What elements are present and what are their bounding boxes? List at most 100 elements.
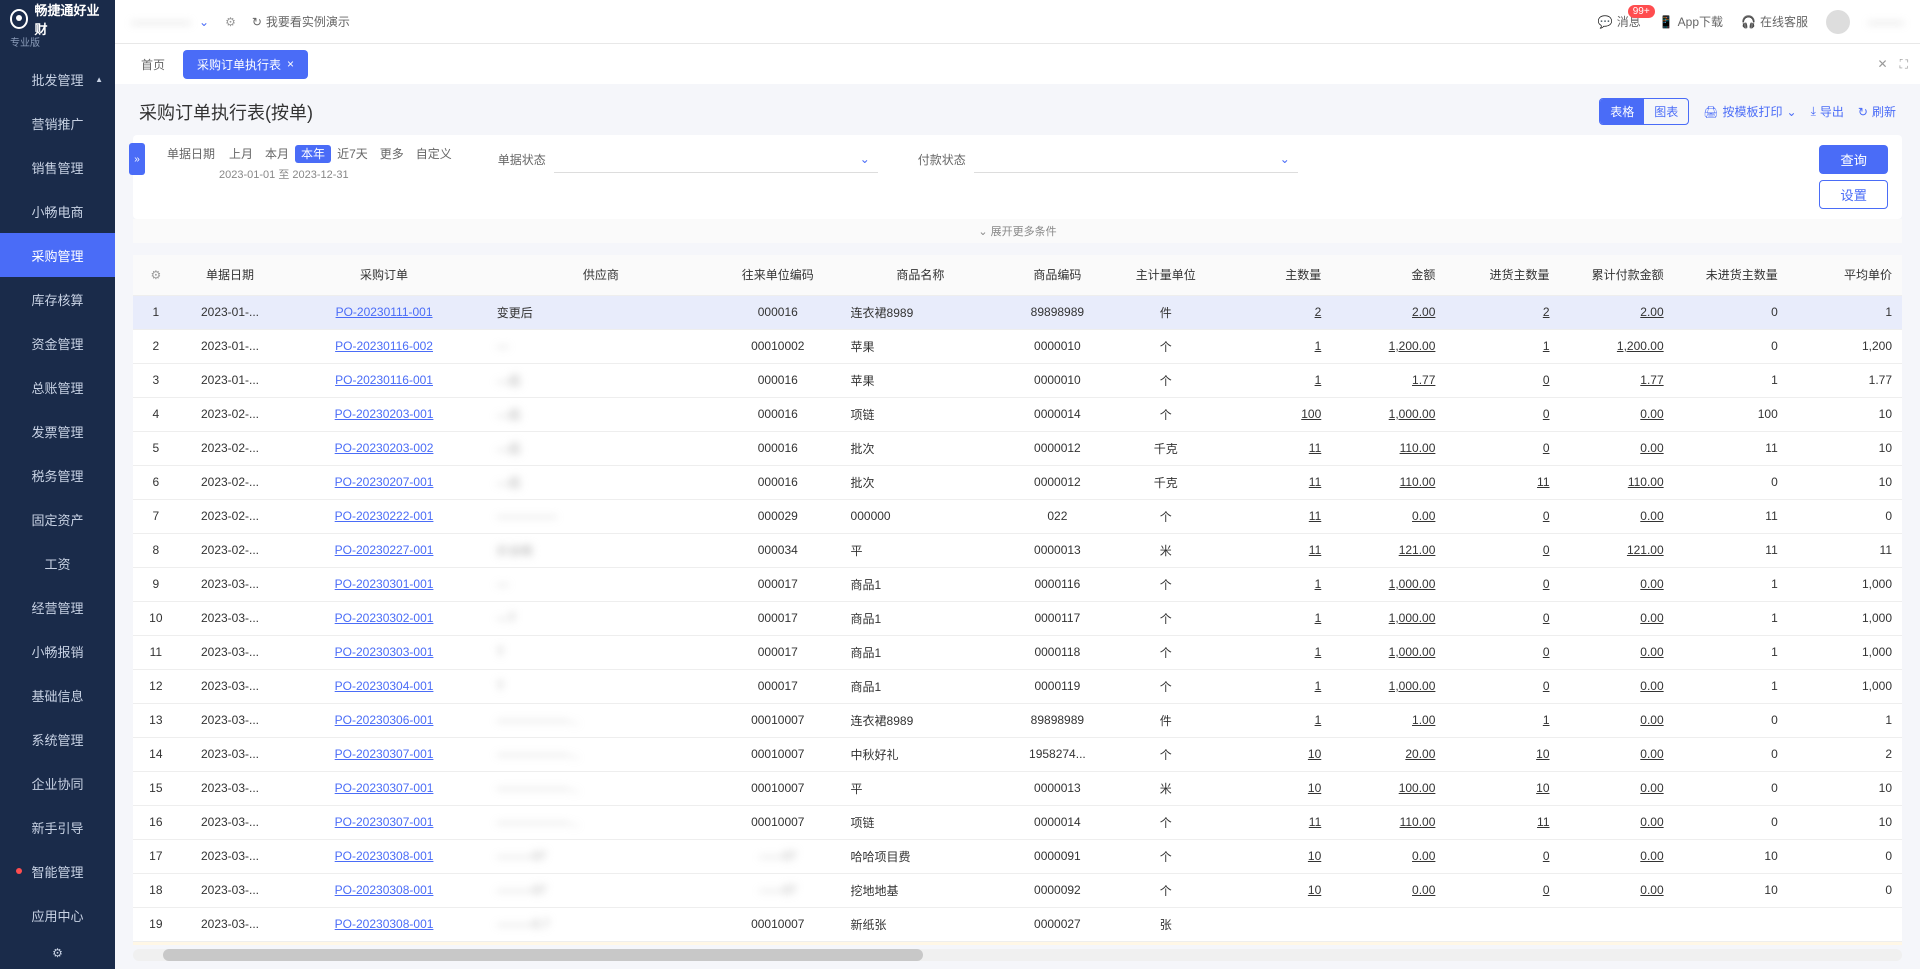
column-header[interactable]: 平均单价 bbox=[1788, 255, 1902, 295]
settings-button[interactable]: 设置 bbox=[1819, 180, 1888, 209]
messages-button[interactable]: 💬 消息 99+ bbox=[1598, 13, 1641, 30]
order-link[interactable]: PO-20230303-001 bbox=[335, 645, 434, 659]
sidebar-item[interactable]: 小畅报销 bbox=[0, 629, 115, 673]
filter-collapse-button[interactable]: » bbox=[129, 143, 145, 175]
fullscreen-icon[interactable]: ⛶ bbox=[1900, 57, 1908, 72]
sidebar-item[interactable]: 营销推广 bbox=[0, 101, 115, 145]
sidebar-item[interactable]: 新手引导 bbox=[0, 805, 115, 849]
order-link[interactable]: PO-20230308-001 bbox=[335, 883, 434, 897]
order-link[interactable]: PO-20230307-001 bbox=[335, 781, 434, 795]
sidebar-item[interactable]: 经营管理 bbox=[0, 585, 115, 629]
date-quick-button[interactable]: 近7天 bbox=[331, 145, 374, 163]
order-link[interactable]: PO-20230227-001 bbox=[335, 543, 434, 557]
date-quick-button[interactable]: 本月 bbox=[259, 145, 295, 163]
column-header[interactable]: 采购订单 bbox=[281, 255, 486, 295]
date-quick-button[interactable]: 本年 bbox=[295, 145, 331, 163]
order-link[interactable]: PO-20230222-001 bbox=[335, 509, 434, 523]
column-header[interactable]: 主数量 bbox=[1217, 255, 1331, 295]
order-link[interactable]: PO-20230304-001 bbox=[335, 679, 434, 693]
order-link[interactable]: PO-20230308-001 bbox=[335, 849, 434, 863]
tab-home[interactable]: 首页 bbox=[127, 50, 179, 79]
table-row[interactable]: 112023-03-...PO-20230303-001T000017商品100… bbox=[133, 635, 1902, 669]
org-selector[interactable]: ————— ⌄ bbox=[131, 15, 209, 29]
column-header[interactable]: 商品编码 bbox=[1000, 255, 1114, 295]
table-row[interactable]: 82023-02-...PO-20230227-001价含税000034平000… bbox=[133, 533, 1902, 567]
table-row[interactable]: 162023-03-...PO-20230307-001——————...000… bbox=[133, 805, 1902, 839]
sidebar-item[interactable]: 资金管理 bbox=[0, 321, 115, 365]
table-row[interactable]: 102023-03-...PO-20230302-001—T000017商品10… bbox=[133, 601, 1902, 635]
table-row[interactable]: 62023-02-...PO-20230207-001—后000016批次000… bbox=[133, 465, 1902, 499]
table-row[interactable]: 182023-03-...PO-20230308-001———07——07挖地地… bbox=[133, 873, 1902, 907]
table-row[interactable]: 52023-02-...PO-20230203-002—后000016批次000… bbox=[133, 431, 1902, 465]
export-button[interactable]: ⤓ 导出 bbox=[1811, 103, 1844, 120]
sidebar-item[interactable]: 工资 bbox=[0, 541, 115, 585]
demo-link[interactable]: ↻ 我要看实例演示 bbox=[252, 13, 350, 30]
table-row[interactable]: 32023-01-...PO-20230116-001—后000016苹果000… bbox=[133, 363, 1902, 397]
column-header[interactable]: 商品名称 bbox=[841, 255, 1001, 295]
sidebar-item[interactable]: 库存核算 bbox=[0, 277, 115, 321]
table-row[interactable]: 172023-03-...PO-20230308-001———07——07哈哈项… bbox=[133, 839, 1902, 873]
order-link[interactable]: PO-20230301-001 bbox=[335, 577, 434, 591]
sidebar-item[interactable]: 税务管理 bbox=[0, 453, 115, 497]
date-quick-button[interactable]: 更多 bbox=[374, 145, 410, 163]
scrollbar-thumb[interactable] bbox=[163, 949, 923, 961]
column-header[interactable]: 主计量单位 bbox=[1114, 255, 1217, 295]
table-row[interactable]: 12023-01-...PO-20230111-001变更后000016连衣裙8… bbox=[133, 295, 1902, 329]
column-header[interactable]: 金额 bbox=[1331, 255, 1445, 295]
column-header[interactable]: 未进货主数量 bbox=[1674, 255, 1788, 295]
refresh-button[interactable]: ↻ 刷新 bbox=[1858, 103, 1896, 120]
sidebar-settings-icon[interactable]: ⚙ bbox=[0, 937, 115, 969]
support-button[interactable]: 🎧 在线客服 bbox=[1741, 13, 1808, 30]
sidebar-item[interactable]: 采购管理 bbox=[0, 233, 115, 277]
view-chart-button[interactable]: 图表 bbox=[1644, 99, 1688, 124]
sidebar-item[interactable]: 基础信息 bbox=[0, 673, 115, 717]
order-link[interactable]: PO-20230302-001 bbox=[335, 611, 434, 625]
status-select[interactable]: ⌄ bbox=[554, 145, 878, 173]
order-link[interactable]: PO-20230307-001 bbox=[335, 747, 434, 761]
table-row[interactable]: 42023-02-...PO-20230203-001—后000016项链000… bbox=[133, 397, 1902, 431]
print-button[interactable]: 🖨 按模板打印 ⌄ bbox=[1703, 103, 1796, 120]
column-header[interactable]: 累计付款金额 bbox=[1560, 255, 1674, 295]
column-header[interactable]: 供应商 bbox=[487, 255, 715, 295]
app-download-button[interactable]: 📱 App下载 bbox=[1659, 13, 1723, 30]
tab-close-all-icon[interactable]: ✕ bbox=[1878, 57, 1888, 72]
search-button[interactable]: 查询 bbox=[1819, 145, 1888, 174]
order-link[interactable]: PO-20230203-001 bbox=[335, 407, 434, 421]
table-row[interactable]: 92023-03-...PO-20230301-001—000017商品1000… bbox=[133, 567, 1902, 601]
close-icon[interactable]: × bbox=[287, 57, 294, 71]
expand-filters-button[interactable]: ⌄ 展开更多条件 bbox=[133, 219, 1902, 243]
order-link[interactable]: PO-20230116-001 bbox=[335, 373, 433, 387]
sidebar-item[interactable]: 系统管理 bbox=[0, 717, 115, 761]
sidebar-item[interactable]: 总账管理 bbox=[0, 365, 115, 409]
order-link[interactable]: PO-20230203-002 bbox=[335, 441, 434, 455]
sidebar-item[interactable]: 小畅电商 bbox=[0, 189, 115, 233]
order-link[interactable]: PO-20230111-001 bbox=[336, 305, 433, 319]
sidebar-item[interactable]: 销售管理 bbox=[0, 145, 115, 189]
table-row[interactable]: 192023-03-...PO-20230308-001———0.7000100… bbox=[133, 907, 1902, 941]
sidebar-item[interactable]: 批发管理 bbox=[0, 57, 115, 101]
order-link[interactable]: PO-20230308-001 bbox=[335, 917, 434, 931]
horizontal-scrollbar[interactable] bbox=[133, 949, 1902, 961]
gear-icon[interactable]: ⚙ bbox=[225, 15, 236, 29]
sidebar-item[interactable]: 企业协同 bbox=[0, 761, 115, 805]
column-header[interactable]: 单据日期 bbox=[179, 255, 282, 295]
column-header[interactable]: 往来单位编码 bbox=[715, 255, 841, 295]
sidebar-item[interactable]: 智能管理 bbox=[0, 849, 115, 893]
order-link[interactable]: PO-20230207-001 bbox=[335, 475, 434, 489]
table-row[interactable]: 132023-03-...PO-20230306-001——————...000… bbox=[133, 703, 1902, 737]
tab-active[interactable]: 采购订单执行表 × bbox=[183, 50, 308, 79]
avatar[interactable] bbox=[1826, 10, 1850, 34]
table-row[interactable]: 72023-02-...PO-20230222-001—————00002900… bbox=[133, 499, 1902, 533]
table-row[interactable]: 142023-03-...PO-20230307-001——————...000… bbox=[133, 737, 1902, 771]
order-link[interactable]: PO-20230116-002 bbox=[335, 339, 433, 353]
sidebar-item[interactable]: 应用中心 bbox=[0, 893, 115, 937]
table-row[interactable]: 22023-01-...PO-20230116-002—00010002苹果00… bbox=[133, 329, 1902, 363]
order-link[interactable]: PO-20230307-001 bbox=[335, 815, 434, 829]
table-row[interactable]: 122023-03-...PO-20230304-001T000017商品100… bbox=[133, 669, 1902, 703]
order-link[interactable]: PO-20230306-001 bbox=[335, 713, 434, 727]
date-quick-button[interactable]: 自定义 bbox=[410, 145, 458, 163]
table-settings-icon[interactable]: ⚙ bbox=[150, 268, 161, 282]
table-row[interactable]: 152023-03-...PO-20230307-001——————...000… bbox=[133, 771, 1902, 805]
date-quick-button[interactable]: 上月 bbox=[223, 145, 259, 163]
sidebar-item[interactable]: 发票管理 bbox=[0, 409, 115, 453]
